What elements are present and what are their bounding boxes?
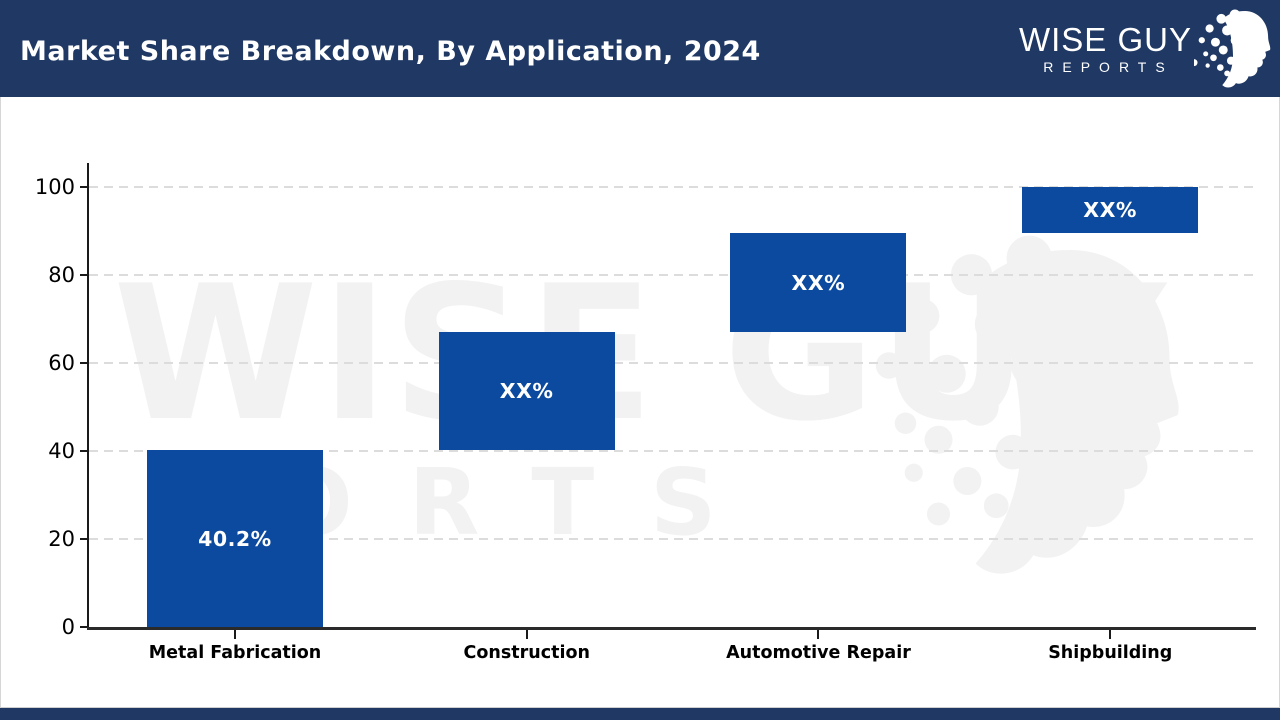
bar-construction: XX% [438,332,615,451]
x-tick-label-0: Metal Fabrication [148,643,322,663]
gridline-80 [89,274,1256,276]
x-tick-label-1: Construction [463,643,590,663]
header-bar: Market Share Breakdown, By Application, … [0,0,1280,97]
y-tick-label-0: 0 [61,615,75,639]
chart-card: WISE GUY PORTS 0 20 40 60 80 100 40.2% Metal Fa… [0,97,1280,708]
logo-head-icon [1194,9,1271,88]
x-tick-mark-2 [817,630,820,639]
x-tick-mark-0 [233,630,236,639]
y-tick-mark-100 [80,186,89,188]
y-tick-label-100: 100 [34,175,75,199]
bar-metal-fabrication: 40.2% [146,450,323,627]
y-tick-mark-60 [80,362,89,364]
y-tick-mark-80 [80,274,89,276]
x-axis-line [87,627,1256,630]
bar-automotive-repair: XX% [730,233,907,333]
y-tick-label-20: 20 [48,527,75,551]
footer-bar [0,708,1280,720]
bar-value-label: XX% [791,270,846,295]
x-tick-mark-3 [1109,630,1112,639]
bar-value-label: 40.2% [198,526,272,551]
bar-shipbuilding: XX% [1022,187,1199,234]
chart-title: Market Share Breakdown, By Application, … [20,36,761,67]
y-axis-line [87,163,89,629]
bar-value-label: XX% [499,379,554,404]
gridline-20 [89,538,1256,540]
y-tick-mark-0 [80,626,89,628]
y-tick-label-80: 80 [48,263,75,287]
plot-area: 0 20 40 60 80 100 40.2% Metal Fabrication XX% Con… [1,97,1279,707]
y-tick-mark-40 [80,450,89,452]
x-tick-mark-1 [525,630,528,639]
y-tick-label-40: 40 [48,439,75,463]
logo-wiseguy-label: WISE GUY [1018,20,1192,58]
x-tick-label-2: Automotive Repair [726,643,911,663]
y-tick-mark-20 [80,538,89,540]
logo-text: WISE GUY REPORTS [1018,20,1192,76]
gridline-100 [89,186,1256,188]
x-tick-label-3: Shipbuilding [1048,643,1173,663]
bar-value-label: XX% [1083,198,1137,223]
y-tick-label-60: 60 [48,351,75,375]
gridline-40 [89,450,1256,452]
gridline-60 [89,362,1256,364]
logo-reports-label: REPORTS [1043,59,1174,76]
wiseguy-logo: WISE GUY REPORTS [1018,6,1272,92]
